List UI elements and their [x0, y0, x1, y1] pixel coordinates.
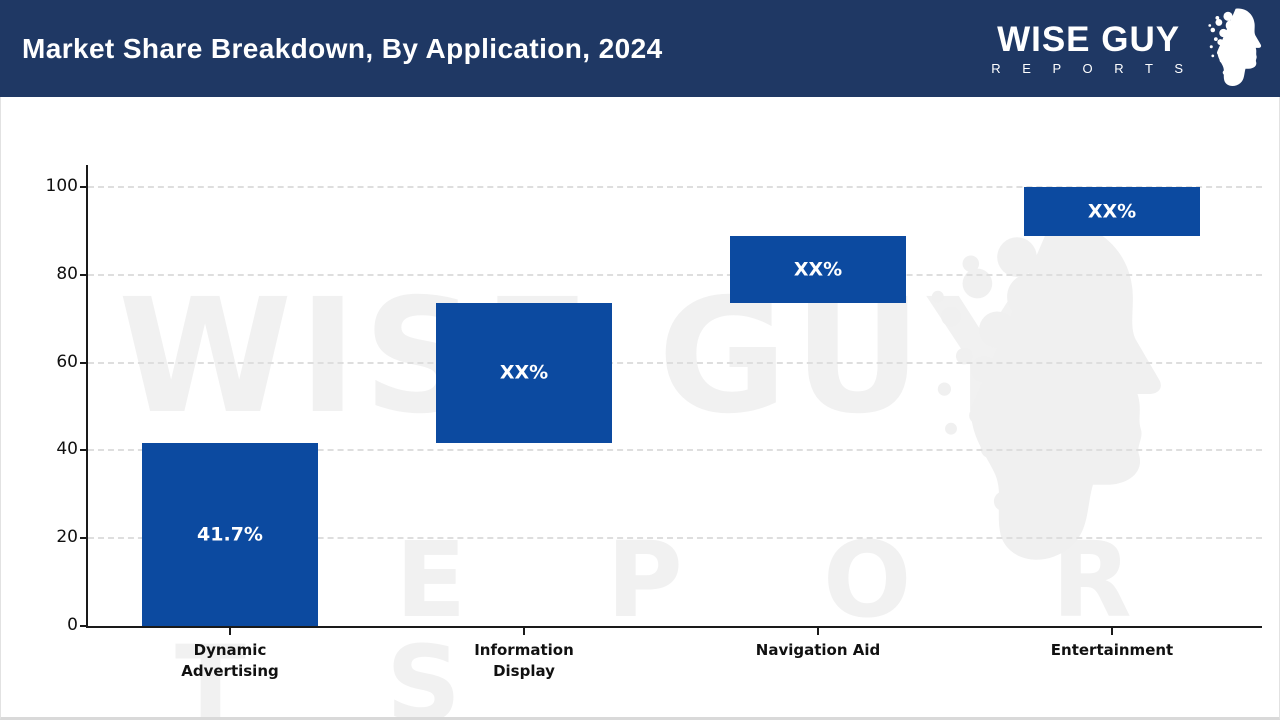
y-tick-mark-60: [80, 362, 88, 364]
x-tick-label-3: Entertainment: [1050, 641, 1174, 659]
gridline-100: [88, 186, 1262, 188]
y-axis-line: [86, 165, 88, 628]
bar-3: XX%: [1024, 187, 1200, 236]
bar-1: XX%: [436, 303, 612, 443]
x-tick-label-2: Navigation Aid: [755, 641, 881, 659]
gridline-20: [88, 537, 1262, 539]
x-tick-mark-1: [523, 628, 525, 635]
bar-value-label-1: XX%: [499, 361, 549, 384]
gridline-60: [88, 362, 1262, 364]
header: Market Share Breakdown, By Application, …: [0, 0, 1280, 97]
x-tick-mark-2: [817, 628, 819, 635]
y-tick-label-40: 40: [56, 439, 78, 459]
bar-value-label-0: 41.7%: [197, 523, 263, 546]
x-tick-mark-0: [229, 628, 231, 635]
watermark-text-line2: R E P O R T S: [175, 519, 1184, 720]
bar-2: XX%: [730, 236, 906, 303]
wise-guy-logo: WISE GUY R E P O R T S: [985, 7, 1266, 91]
logo-text: WISE GUY R E P O R T S: [985, 22, 1192, 76]
y-tick-mark-0: [80, 625, 88, 627]
bar-value-label-2: XX%: [793, 258, 843, 281]
page-title: Market Share Breakdown, By Application, …: [22, 32, 663, 64]
bar-0: 41.7%: [142, 443, 318, 626]
y-tick-mark-100: [80, 186, 88, 188]
dotted-head-icon: [1208, 8, 1262, 86]
bar-value-label-3: XX%: [1087, 200, 1137, 223]
y-tick-mark-20: [80, 537, 88, 539]
gridline-40: [88, 449, 1262, 451]
x-tick-label-0: Dynamic Advertising: [181, 641, 279, 680]
y-tick-mark-80: [80, 274, 88, 276]
y-tick-label-0: 0: [67, 615, 78, 635]
y-tick-label-60: 60: [56, 352, 78, 372]
logo-reports-text: R E P O R T S: [991, 60, 1192, 76]
x-tick-mark-3: [1111, 628, 1113, 635]
x-tick-label-1: Information Display: [474, 641, 574, 680]
logo-brand-text: WISE GUY: [997, 19, 1181, 59]
y-tick-mark-40: [80, 449, 88, 451]
x-axis-line: [86, 626, 1262, 628]
y-tick-label-80: 80: [56, 264, 78, 284]
y-tick-label-20: 20: [56, 527, 78, 547]
y-tick-label-100: 100: [45, 176, 78, 196]
gridline-80: [88, 274, 1262, 276]
